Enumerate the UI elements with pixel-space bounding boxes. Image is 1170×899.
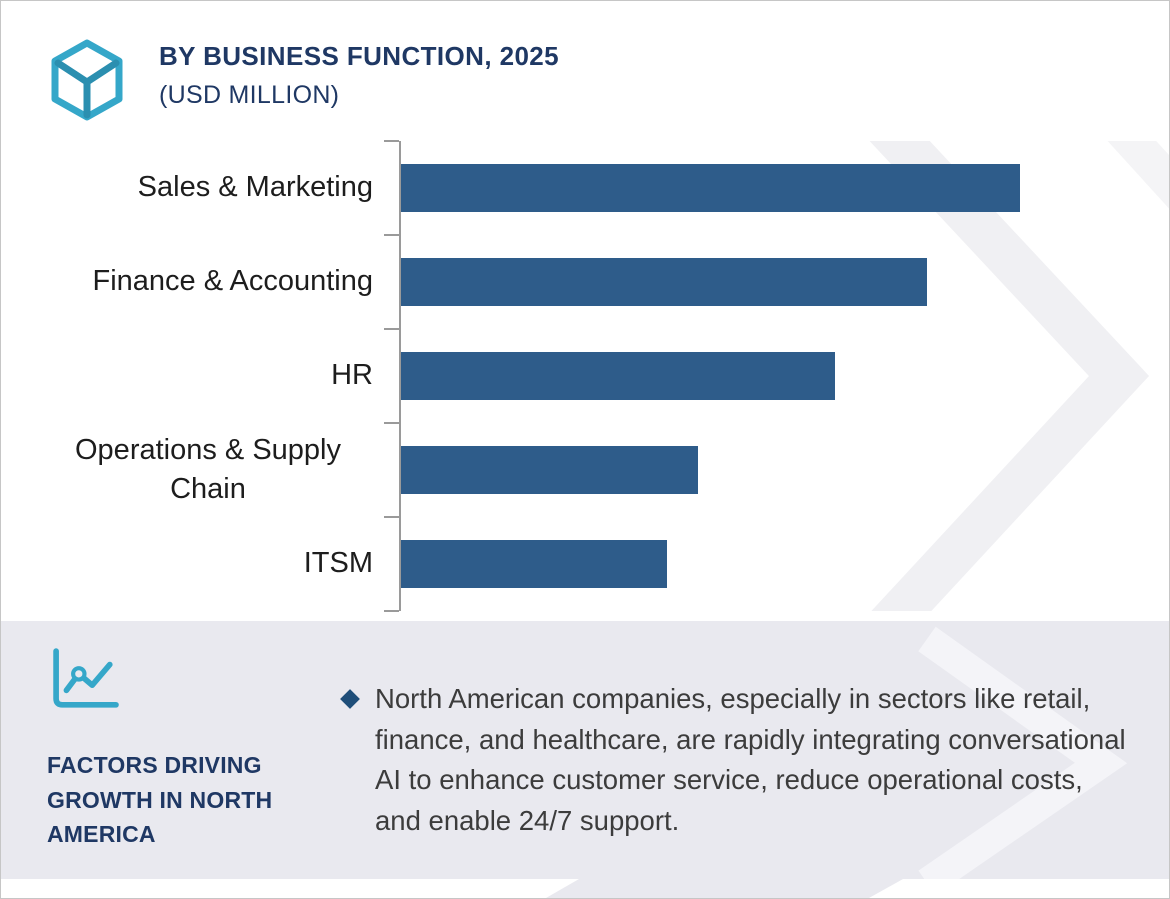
category-label: Sales & Marketing xyxy=(137,171,373,204)
bar xyxy=(401,352,835,400)
plot-area xyxy=(384,140,1169,235)
chart-row: Sales & Marketing xyxy=(1,140,1169,235)
bullet-item: North American companies, especially in … xyxy=(340,679,1141,879)
chart-subtitle: (USD MILLION) xyxy=(159,81,340,109)
chart-rows: Sales & Marketing Finance & Accounting HR O… xyxy=(1,140,1169,612)
plot-area xyxy=(384,516,1169,612)
chart-row: HR xyxy=(1,328,1169,423)
bottom-strip xyxy=(1,879,1169,898)
title-block: BY BUSINESS FUNCTION, 2025 (USD MILLION) xyxy=(159,37,559,110)
bar xyxy=(401,446,699,494)
bar xyxy=(401,164,1021,212)
line-chart-icon xyxy=(47,647,343,716)
hexagon-network-icon xyxy=(47,37,127,128)
chart-title: BY BUSINESS FUNCTION, 2025 xyxy=(159,41,560,71)
bar-chart: Sales & Marketing Finance & Accounting HR O… xyxy=(1,140,1169,612)
category-label: Finance & Accounting xyxy=(92,265,373,298)
category-label: Operations & Supply Chain xyxy=(75,433,341,505)
panel-left: FACTORS DRIVING GROWTH IN NORTH AMERICA xyxy=(47,647,343,879)
chart-row: Finance & Accounting xyxy=(1,234,1169,329)
bar xyxy=(401,258,928,306)
chart-row: ITSM xyxy=(1,516,1169,612)
category-label: HR xyxy=(331,359,373,392)
category-label: ITSM xyxy=(303,547,373,580)
plot-area xyxy=(384,328,1169,423)
factors-panel: FACTORS DRIVING GROWTH IN NORTH AMERICA … xyxy=(1,621,1169,879)
chart-row: Operations & Supply Chain xyxy=(1,422,1169,517)
panel-heading: FACTORS DRIVING GROWTH IN NORTH AMERICA xyxy=(47,752,273,847)
bar xyxy=(401,540,668,588)
bottom-chevron-watermark xyxy=(546,879,903,898)
plot-area xyxy=(384,234,1169,329)
header: BY BUSINESS FUNCTION, 2025 (USD MILLION) xyxy=(1,1,1169,141)
plot-area xyxy=(384,422,1169,517)
bullet-text: North American companies, especially in … xyxy=(375,683,1126,837)
diamond-bullet-icon xyxy=(340,689,360,709)
